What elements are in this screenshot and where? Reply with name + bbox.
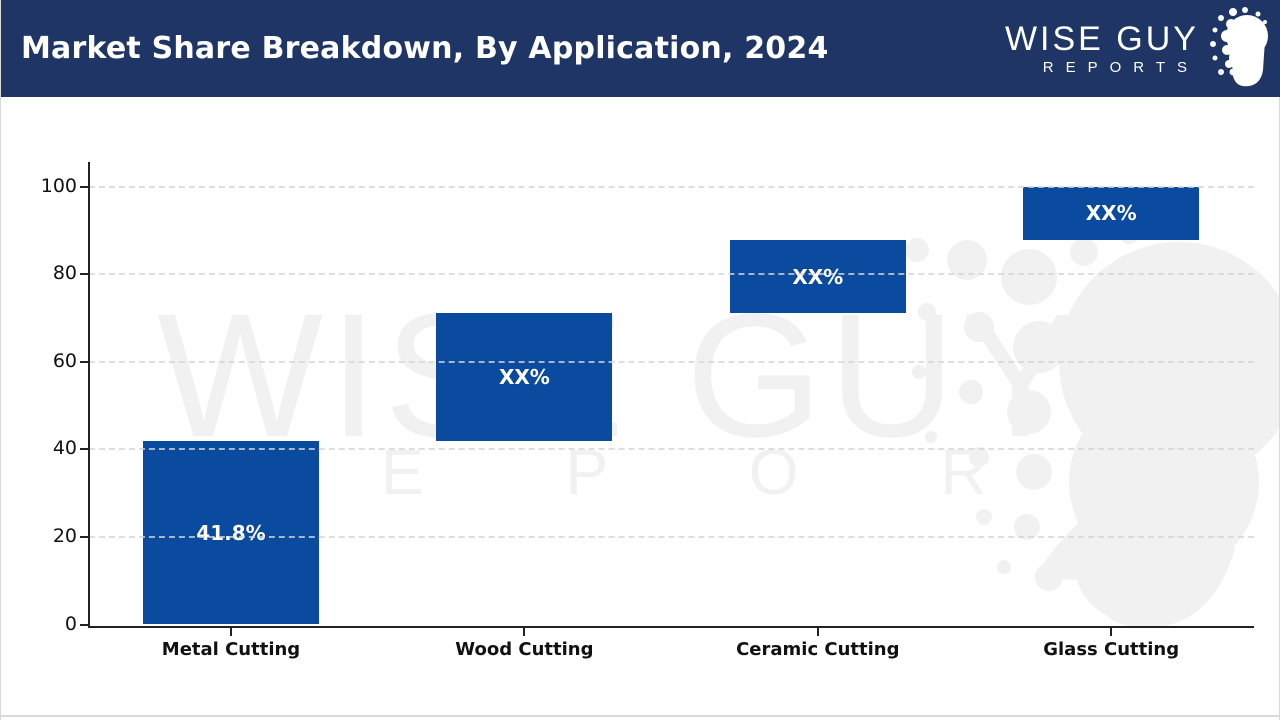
bottom-border [1, 715, 1280, 717]
bar-value-label: XX% [498, 365, 550, 390]
y-tick-label: 20 [52, 524, 77, 547]
y-tick-mark [80, 185, 89, 188]
y-tick-mark [80, 360, 89, 363]
watermark-head-icon [905, 224, 1279, 629]
bar-value-label: XX% [792, 264, 844, 289]
chart-title: Market Share Breakdown, By Application, … [21, 31, 829, 66]
logo-wordmark: WISE GUY [1004, 20, 1199, 58]
y-tick-label: 80 [52, 262, 77, 285]
bar-glass-cutting: XX% [1023, 186, 1200, 241]
x-tick-mark [1110, 628, 1113, 636]
y-tick-mark [80, 448, 89, 451]
logo-head-icon [1210, 6, 1268, 86]
header-bar: Market Share Breakdown, By Application, … [1, 0, 1280, 97]
x-axis-line [88, 626, 1254, 628]
y-tick-label: 40 [52, 437, 77, 460]
y-tick-mark [80, 535, 89, 538]
logo-wordmark-block: WISE GUY REPORTS [1005, 22, 1199, 75]
gridline-80 [89, 273, 1254, 276]
logo-subtext: REPORTS [1042, 59, 1199, 76]
x-category-label: Wood Cutting [455, 639, 594, 660]
wiseguy-logo: WISE GUY REPORTS [1005, 6, 1269, 92]
x-category-label: Glass Cutting [1043, 639, 1180, 660]
bar-value-label: 41.8% [196, 520, 266, 545]
bar-ceramic-cutting: XX% [729, 240, 906, 314]
y-tick-mark [80, 623, 89, 626]
y-tick-label: 60 [52, 349, 77, 372]
x-tick-mark [816, 628, 819, 636]
y-tick-label: 100 [40, 174, 77, 197]
bar-metal-cutting: 41.8% [143, 441, 319, 625]
x-tick-mark [230, 628, 232, 636]
x-category-label: Ceramic Cutting [736, 639, 900, 660]
gridline-100 [89, 185, 1254, 188]
y-axis-line [88, 162, 90, 627]
y-tick-label: 0 [64, 612, 77, 635]
x-tick-mark [523, 628, 526, 636]
y-tick-mark [80, 273, 89, 276]
bar-value-label: XX% [1085, 201, 1137, 226]
gridline-60 [89, 360, 1254, 363]
x-category-label: Metal Cutting [161, 639, 301, 660]
gridline-20 [89, 535, 1254, 538]
bar-wood-cutting: XX% [436, 313, 613, 442]
gridline-40 [89, 448, 1254, 451]
